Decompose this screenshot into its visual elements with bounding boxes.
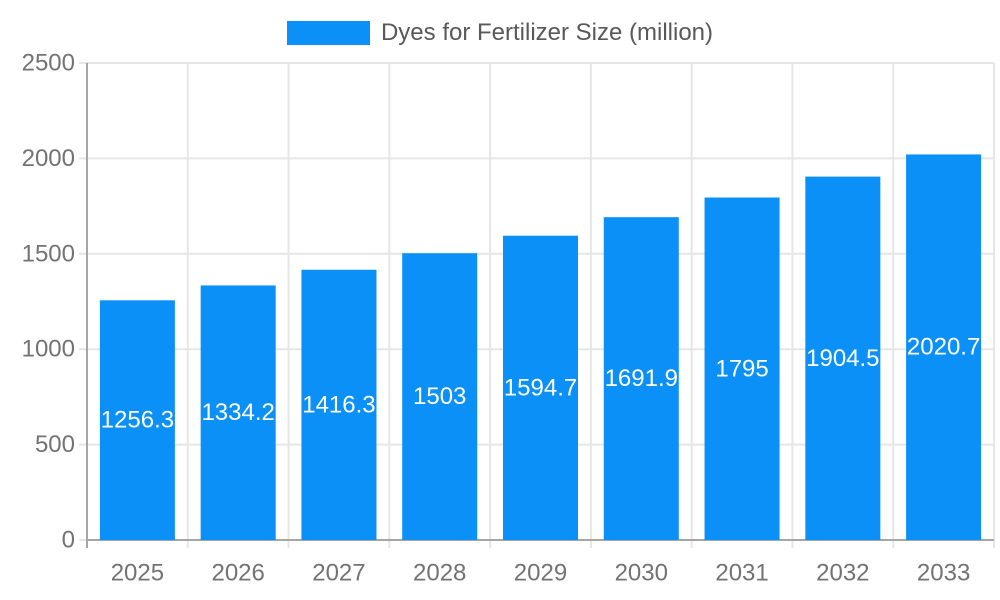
bar-2028[interactable] <box>402 253 478 540</box>
x-tick-label-2032: 2032 <box>816 560 869 587</box>
legend-swatch <box>286 21 370 45</box>
x-tick-label-2025: 2025 <box>111 560 164 587</box>
y-tick-label-0: 0 <box>62 527 75 554</box>
y-tick-label-2500: 2500 <box>22 50 75 77</box>
bar-2029[interactable] <box>503 235 578 540</box>
bar-label-2030: 1691.9 <box>605 365 678 392</box>
bar-label-2026: 1334.2 <box>201 399 274 426</box>
legend-label: Dyes for Fertilizer Size (million) <box>380 19 714 46</box>
x-tick-label-2027: 2027 <box>312 560 365 587</box>
bar-2031[interactable] <box>704 197 780 540</box>
y-tick-label-500: 500 <box>35 431 75 458</box>
bar-label-2025: 1256.3 <box>101 407 174 434</box>
x-tick-label-2031: 2031 <box>715 560 768 587</box>
legend[interactable]: Dyes for Fertilizer Size (million) <box>0 21 1000 45</box>
x-tick-label-2026: 2026 <box>211 560 264 587</box>
bar-label-2029: 1594.7 <box>504 374 577 401</box>
bar-2027[interactable] <box>301 269 377 540</box>
bar-2026[interactable] <box>200 285 276 540</box>
bar-2030[interactable] <box>603 217 679 540</box>
bar-label-2033: 2020.7 <box>907 334 980 361</box>
bar-label-2027: 1416.3 <box>302 391 375 418</box>
bar-label-2032: 1904.5 <box>806 345 879 372</box>
x-tick-label-2033: 2033 <box>917 560 970 587</box>
x-tick-label-2030: 2030 <box>615 560 668 587</box>
bar-label-2031: 1795 <box>715 355 768 382</box>
y-tick-label-1500: 1500 <box>22 240 75 267</box>
bar-2032[interactable] <box>805 176 881 540</box>
bar-label-2028: 1503 <box>413 383 466 410</box>
x-tick-label-2028: 2028 <box>413 560 466 587</box>
bar-2025[interactable] <box>99 300 175 540</box>
bar-2033[interactable] <box>906 154 982 540</box>
x-tick-label-2029: 2029 <box>514 560 567 587</box>
y-tick-label-2000: 2000 <box>22 145 75 172</box>
y-tick-label-1000: 1000 <box>22 336 75 363</box>
